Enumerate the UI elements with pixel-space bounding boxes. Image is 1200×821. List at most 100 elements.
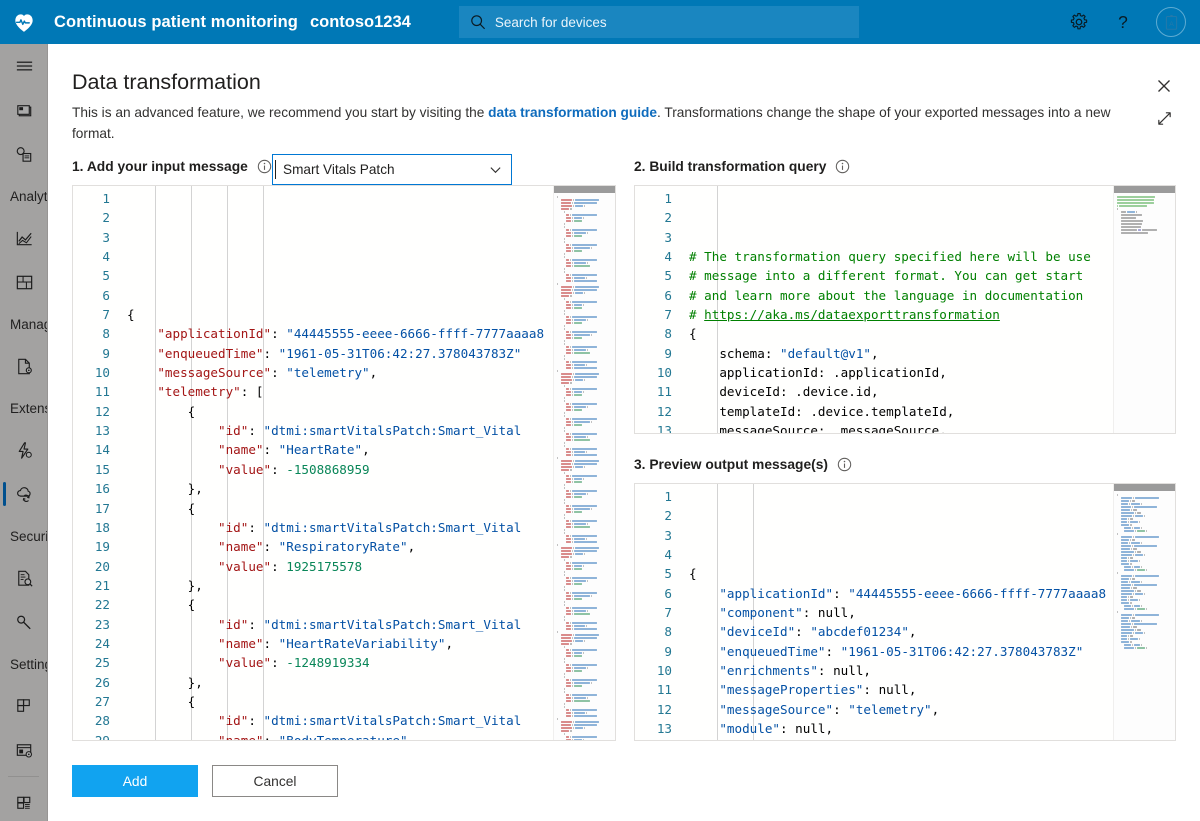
expand-button[interactable] bbox=[1152, 106, 1176, 130]
code-line[interactable]: "id": "dtmi:smartVitalsPatch:Smart_Vital bbox=[127, 615, 615, 634]
input-editor-code[interactable]: { "applicationId": "44445555-eeee-6666-f… bbox=[119, 186, 615, 740]
code-line[interactable]: { bbox=[689, 324, 1175, 343]
code-token: "module" bbox=[689, 721, 780, 737]
close-button[interactable] bbox=[1152, 74, 1176, 98]
code-line[interactable]: "name": "RespiratoryRate", bbox=[127, 537, 615, 556]
minimap-line bbox=[557, 549, 615, 552]
line-number: 7 bbox=[102, 307, 110, 323]
minimap-content bbox=[554, 186, 615, 740]
preview-output-editor[interactable]: 1 2 3 4 5 6 7 8 9 10 11 12 13 { "applicationId": "44… bbox=[634, 483, 1176, 741]
sidebar-item-devices[interactable] bbox=[0, 132, 48, 176]
code-line[interactable]: "enrichments": null, bbox=[689, 661, 1175, 680]
add-button[interactable]: Add bbox=[72, 765, 198, 797]
minimap-line bbox=[557, 288, 615, 291]
code-line[interactable]: { bbox=[127, 595, 615, 614]
dashboards-icon bbox=[16, 104, 31, 116]
minimap-line bbox=[557, 324, 615, 327]
code-line[interactable]: "telemetry": [ bbox=[127, 382, 615, 401]
code-line[interactable]: # message into a different format. You c… bbox=[689, 266, 1175, 285]
code-line[interactable]: "value": -1508868959 bbox=[127, 460, 615, 479]
line-number: 2 bbox=[664, 508, 672, 524]
code-line[interactable]: # https://aka.ms/dataexporttransformatio… bbox=[689, 305, 1175, 324]
code-token: { bbox=[127, 597, 196, 613]
code-line[interactable]: }, bbox=[127, 673, 615, 692]
code-token: "applicationId" bbox=[127, 326, 272, 342]
code-line[interactable]: "messageSource": "telemetry", bbox=[127, 363, 615, 382]
sidebar-item-permissions[interactable] bbox=[0, 600, 48, 644]
sidebar-item-analytics[interactable] bbox=[0, 216, 48, 260]
code-line[interactable]: "value": -1248919334 bbox=[127, 653, 615, 672]
minimap-slider[interactable] bbox=[1114, 484, 1175, 491]
code-line[interactable]: schema: "default@v1", bbox=[689, 344, 1175, 363]
code-line[interactable]: "enqueuedTime": "1961-05-31T06:42:27.378… bbox=[689, 642, 1175, 661]
query-editor-code[interactable]: # The transformation query specified her… bbox=[681, 186, 1175, 433]
code-line[interactable]: templateId: .device.templateId, bbox=[689, 402, 1175, 421]
code-line[interactable]: { bbox=[127, 499, 615, 518]
code-line[interactable]: # The transformation query specified her… bbox=[689, 247, 1175, 266]
code-line[interactable]: "id": "dtmi:smartVitalsPatch:Smart_Vital bbox=[127, 711, 615, 730]
code-line[interactable]: "deviceId": "abcdef01234", bbox=[689, 622, 1175, 641]
input-message-editor[interactable]: 1 2 3 4 5 6 7 8 9 10 11 12 13 14 15 16 17 18 19 20 21 22 23 24 2… bbox=[72, 185, 616, 741]
code-line[interactable]: }, bbox=[127, 479, 615, 498]
query-editor-minimap[interactable] bbox=[1113, 186, 1175, 433]
search-input[interactable]: Search for devices bbox=[458, 6, 859, 38]
code-line[interactable]: { bbox=[127, 402, 615, 421]
code-line[interactable]: { bbox=[689, 564, 1175, 583]
data-transformation-guide-link[interactable]: data transformation guide bbox=[488, 105, 657, 120]
code-line[interactable]: "name": "HeartRateVariability", bbox=[127, 634, 615, 653]
app-logo[interactable] bbox=[0, 0, 48, 44]
code-line[interactable]: "value": 1925175578 bbox=[127, 557, 615, 576]
minimap-slider[interactable] bbox=[1114, 186, 1175, 193]
code-line[interactable]: "messageProperties": null, bbox=[689, 680, 1175, 699]
code-line[interactable]: "schema": "default@v1", bbox=[689, 738, 1175, 740]
input-section-heading: 1. Add your input message bbox=[72, 159, 272, 174]
avatar[interactable]: A bbox=[1156, 7, 1186, 37]
code-line[interactable]: applicationId: .applicationId, bbox=[689, 363, 1175, 382]
minimap-line bbox=[1117, 520, 1175, 523]
code-token: null, bbox=[833, 663, 871, 679]
preview-editor-code[interactable]: { "applicationId": "44445555-eeee-6666-f… bbox=[681, 484, 1175, 740]
sidebar-item-data-export[interactable] bbox=[0, 472, 48, 516]
sidebar-item-dashboards[interactable] bbox=[0, 88, 48, 132]
code-line[interactable]: { bbox=[127, 305, 615, 324]
minimap-line bbox=[1117, 619, 1175, 622]
code-line[interactable]: "applicationId": "44445555-eeee-6666-fff… bbox=[127, 324, 615, 343]
input-template-dropdown[interactable]: Smart Vitals Patch bbox=[272, 154, 512, 185]
code-line[interactable]: messageSource: .messageSource, bbox=[689, 421, 1175, 433]
input-editor-minimap[interactable] bbox=[553, 186, 615, 740]
cancel-button[interactable]: Cancel bbox=[212, 765, 338, 797]
sidebar-item-audit-log[interactable] bbox=[0, 556, 48, 600]
code-line[interactable]: "component": null, bbox=[689, 603, 1175, 622]
code-line[interactable]: "id": "dtmi:smartVitalsPatch:Smart_Vital bbox=[127, 421, 615, 440]
sidebar-item-dashboard-tiles[interactable] bbox=[0, 260, 48, 304]
code-line[interactable]: deviceId: .device.id, bbox=[689, 382, 1175, 401]
code-line[interactable]: }, bbox=[127, 576, 615, 595]
code-line[interactable]: "name": "HeartRate", bbox=[127, 440, 615, 459]
sidebar-item-app-template[interactable] bbox=[0, 684, 48, 728]
sidebar-item-menu[interactable] bbox=[0, 44, 48, 88]
code-line[interactable]: "enqueuedTime": "1961-05-31T06:42:27.378… bbox=[127, 344, 615, 363]
minimap-line bbox=[1117, 550, 1175, 553]
sidebar-item-customize-app[interactable] bbox=[0, 728, 48, 772]
code-line[interactable]: "id": "dtmi:smartVitalsPatch:Smart_Vital bbox=[127, 518, 615, 537]
code-line[interactable]: "module": null, bbox=[689, 719, 1175, 738]
minimap-line bbox=[1117, 571, 1175, 574]
code-line[interactable]: # and learn more about the language in d… bbox=[689, 286, 1175, 305]
preview-editor-minimap[interactable] bbox=[1113, 484, 1175, 740]
code-line[interactable]: "applicationId": "44445555-eeee-6666-fff… bbox=[689, 584, 1175, 603]
code-line[interactable]: "messageSource": "telemetry", bbox=[689, 700, 1175, 719]
gear-icon[interactable] bbox=[1068, 11, 1090, 33]
sidebar-item-device-templates[interactable] bbox=[0, 344, 48, 388]
question-mark-icon[interactable]: ? bbox=[1112, 11, 1134, 33]
code-line[interactable]: { bbox=[127, 692, 615, 711]
info-circle-icon[interactable] bbox=[835, 159, 850, 174]
sidebar-item-app-grid[interactable] bbox=[0, 781, 48, 821]
info-circle-icon[interactable] bbox=[837, 457, 852, 472]
minimap-slider[interactable] bbox=[554, 186, 615, 193]
code-line[interactable]: "name": "BodyTemperature", bbox=[127, 731, 615, 740]
transformation-query-editor[interactable]: 1 2 3 4 5 6 7 8 9 10 11 12 13 # The transformation q… bbox=[634, 185, 1176, 434]
minimap-line bbox=[557, 564, 615, 567]
info-circle-icon[interactable] bbox=[257, 159, 272, 174]
sidebar-item-rules[interactable] bbox=[0, 428, 48, 472]
minimap-line bbox=[557, 516, 615, 519]
